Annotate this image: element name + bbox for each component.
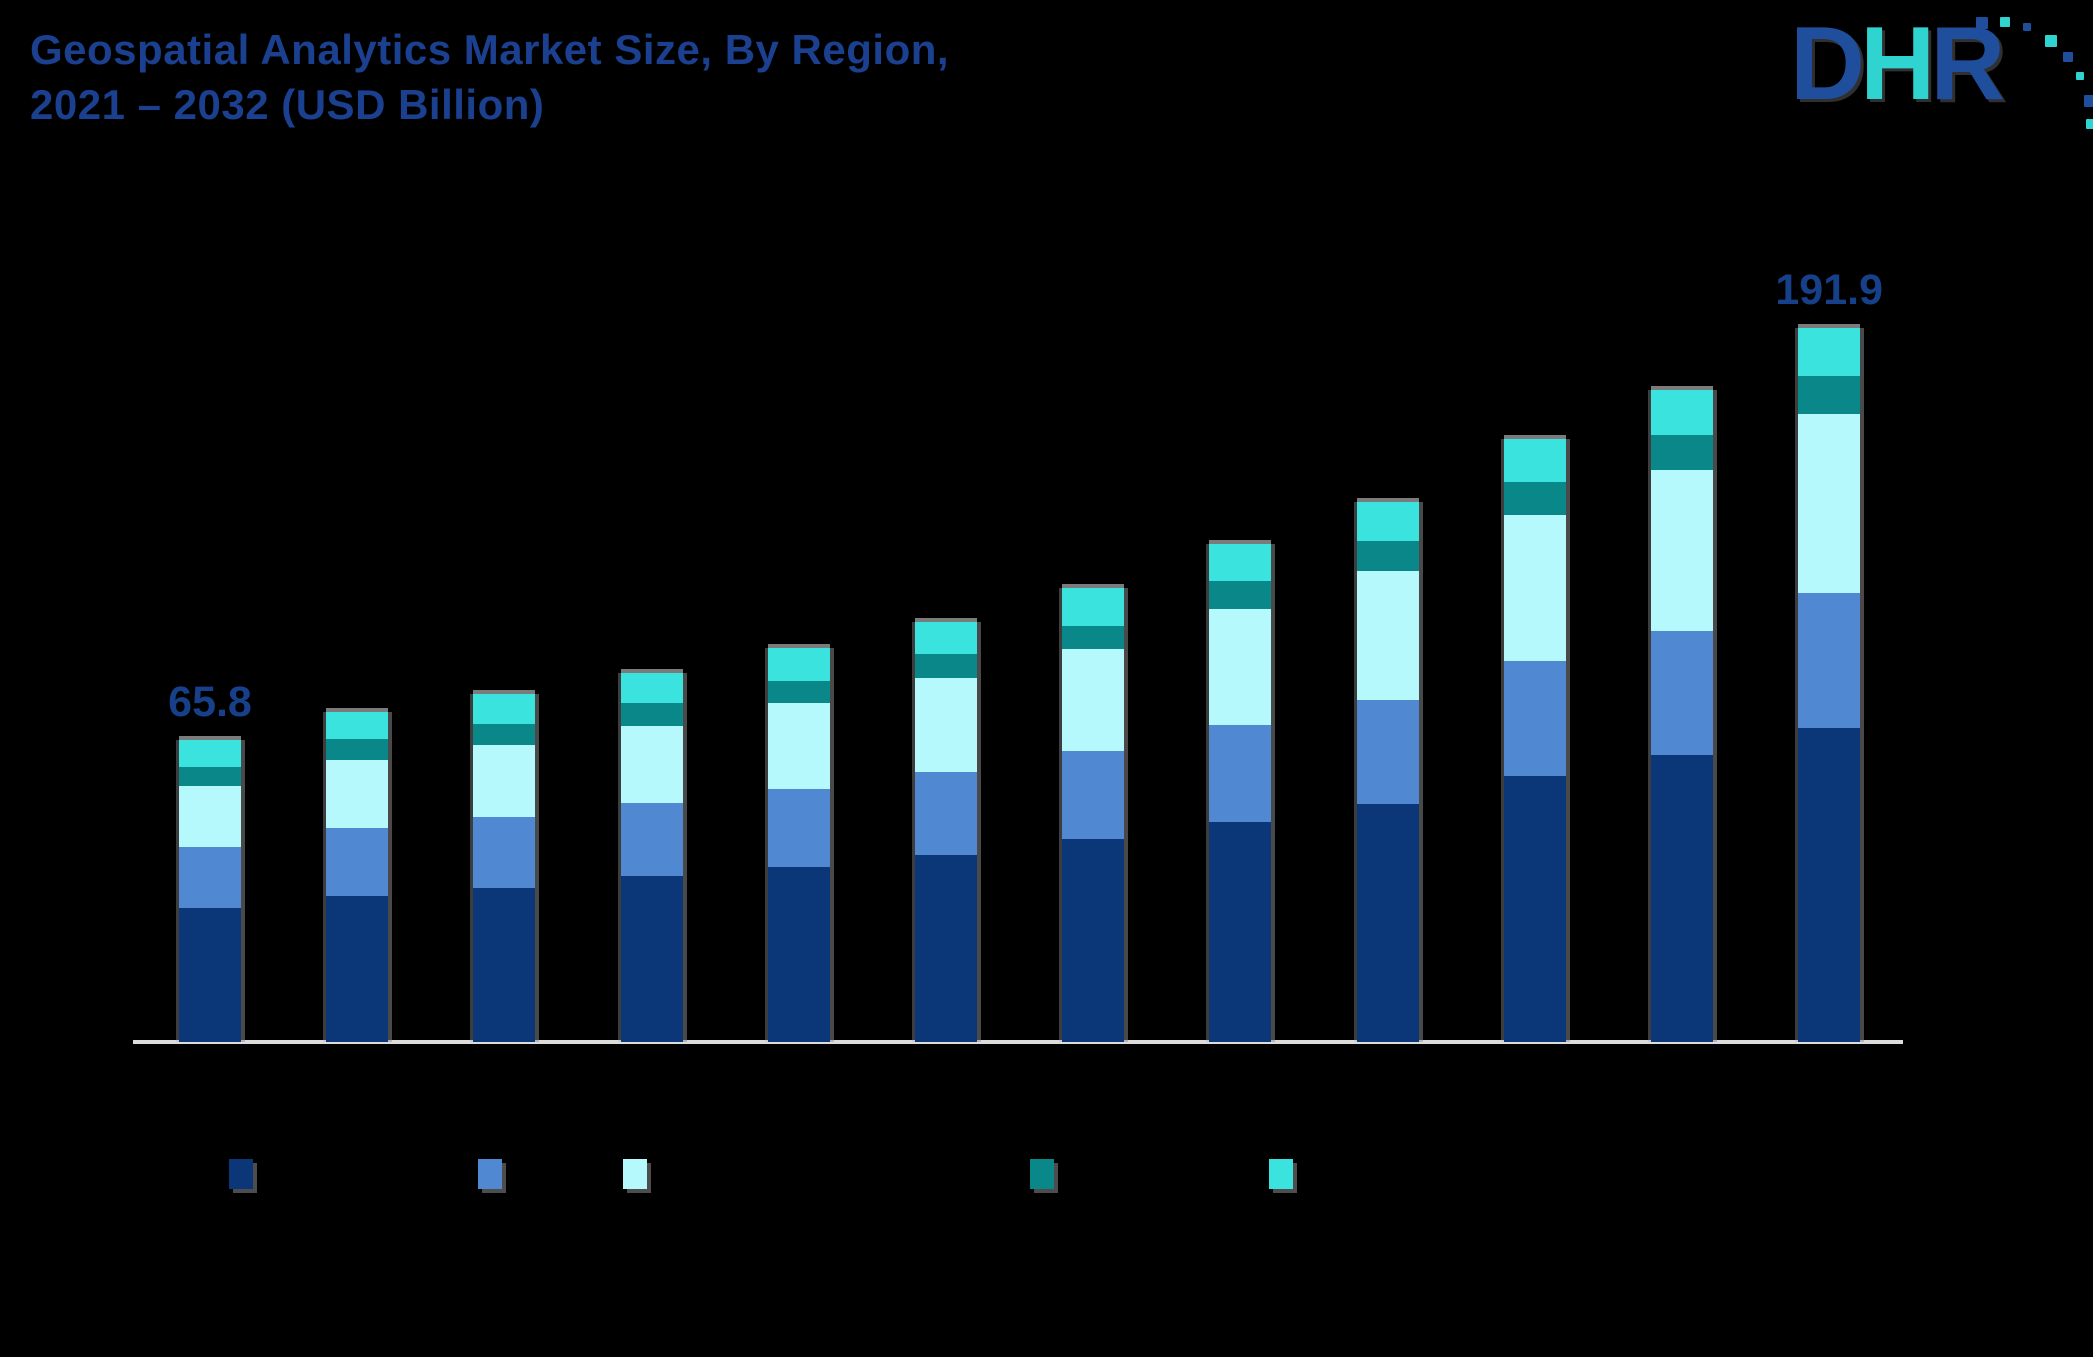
legend-swatch-segment-5-turquoise [1269, 1159, 1293, 1189]
legend-swatch-segment-4-dark-teal [1030, 1159, 1054, 1189]
sparkle-dot-icon [2075, 72, 2084, 81]
bar-2028-segment-1-navy [1209, 821, 1272, 1042]
bar-2032-segment-4-dark-teal [1798, 376, 1861, 414]
bar-2029 [1356, 502, 1419, 1043]
sparkle-dot-icon [2044, 35, 2057, 48]
bar-2031-segment-1-navy [1651, 755, 1713, 1042]
bar-2028-segment-3-light-cyan [1209, 608, 1272, 725]
chart-title-line2: 2021 – 2032 (USD Billion) [30, 81, 545, 129]
bar-2030-segment-3-light-cyan [1503, 515, 1566, 661]
bar-2027-segment-2-blue [1062, 750, 1125, 840]
bar-2028-segment-2-blue [1209, 724, 1272, 822]
bar-2032-segment-3-light-cyan [1798, 413, 1861, 593]
bar-2030 [1503, 439, 1566, 1042]
sparkle-dot-icon [2083, 95, 2093, 108]
bar-2031 [1651, 390, 1713, 1042]
legend-swatch-segment-1-navy [229, 1159, 253, 1189]
legend-swatch-segment-3-light-cyan [623, 1159, 647, 1189]
bar-2026-segment-5-turquoise [915, 622, 977, 655]
bar-2024-segment-4-dark-teal [620, 702, 683, 727]
bar-2027-segment-4-dark-teal [1062, 626, 1125, 650]
bar-2021-segment-5-turquoise [179, 740, 241, 768]
bar-2032-segment-2-blue [1798, 592, 1861, 728]
bar-2030-segment-4-dark-teal [1503, 482, 1566, 515]
bar-2022-segment-1-navy [326, 895, 389, 1042]
bar-2023-segment-5-turquoise [473, 694, 536, 725]
logo-letter-D: D [1790, 6, 1865, 122]
sparkle-dot-icon [2085, 119, 2093, 130]
bar-2029-segment-5-turquoise [1356, 502, 1419, 541]
bar-2023-segment-1-navy [473, 887, 536, 1042]
bar-2032 [1798, 328, 1861, 1043]
logo-letter-H: H [1860, 6, 1935, 122]
bar-2025 [767, 648, 830, 1042]
chart-title-line1: Geospatial Analytics Market Size, By Reg… [30, 26, 950, 73]
bar-2029-segment-2-blue [1356, 699, 1419, 804]
bar-2027 [1062, 588, 1125, 1042]
bar-2023-segment-2-blue [473, 816, 536, 888]
sparkle-dot-icon [2023, 23, 2032, 32]
bar-2022-segment-4-dark-teal [326, 739, 389, 760]
bar-2026-segment-4-dark-teal [915, 654, 977, 679]
value-label-2021: 65.8 [168, 678, 252, 727]
bar-2026-segment-1-navy [915, 854, 977, 1042]
bar-2023-segment-3-light-cyan [473, 744, 536, 817]
bar-2030-segment-5-turquoise [1503, 439, 1566, 483]
bar-2021-segment-3-light-cyan [179, 785, 241, 847]
x-axis-line [133, 1040, 1903, 1044]
bar-2031-segment-3-light-cyan [1651, 469, 1713, 631]
bar-2027-segment-1-navy [1062, 839, 1125, 1042]
dhr-logo: DHR [1790, 12, 2093, 152]
bar-2031-segment-4-dark-teal [1651, 434, 1713, 470]
bar-2025-segment-1-navy [767, 867, 830, 1042]
bar-2032-segment-1-navy [1798, 727, 1861, 1043]
bar-2030-segment-2-blue [1503, 660, 1566, 776]
bar-2027-segment-5-turquoise [1062, 588, 1125, 626]
bar-2025-segment-5-turquoise [767, 648, 830, 682]
sparkle-dot-icon [2062, 51, 2073, 62]
bar-2024-segment-5-turquoise [620, 673, 683, 703]
bar-2027-segment-3-light-cyan [1062, 649, 1125, 751]
bar-2032-segment-5-turquoise [1798, 328, 1861, 376]
bar-2024-segment-1-navy [620, 876, 683, 1043]
bar-2021-segment-1-navy [179, 907, 241, 1042]
bar-2030-segment-1-navy [1503, 775, 1566, 1042]
value-label-2032: 191.9 [1775, 266, 1883, 315]
bar-2028 [1209, 544, 1272, 1042]
bar-2025-segment-2-blue [767, 788, 830, 868]
bar-2022-segment-2-blue [326, 827, 389, 896]
bar-2024-segment-3-light-cyan [620, 726, 683, 803]
bar-2028-segment-4-dark-teal [1209, 580, 1272, 609]
bar-2026-segment-3-light-cyan [915, 678, 977, 773]
bar-2031-segment-5-turquoise [1651, 390, 1713, 435]
chart-title: Geospatial Analytics Market Size, By Reg… [30, 22, 949, 133]
logo-letter-R: R [1930, 6, 2005, 122]
sparkle-dot-icon [1975, 16, 1988, 29]
bar-2024 [620, 673, 683, 1043]
bar-2022-segment-5-turquoise [326, 712, 389, 740]
bar-2029-segment-3-light-cyan [1356, 570, 1419, 700]
bar-2025-segment-4-dark-teal [767, 681, 830, 703]
bar-2029-segment-4-dark-teal [1356, 540, 1419, 571]
bar-2029-segment-1-navy [1356, 803, 1419, 1043]
bar-2023-segment-4-dark-teal [473, 724, 536, 745]
dhr-logo-text: DHR [1790, 12, 2090, 116]
bar-2024-segment-2-blue [620, 803, 683, 877]
bar-2022 [326, 712, 389, 1042]
bar-2022-segment-3-light-cyan [326, 759, 389, 828]
bar-2028-segment-5-turquoise [1209, 544, 1272, 581]
bar-2025-segment-3-light-cyan [767, 702, 830, 789]
sparkle-dot-icon [1999, 16, 2010, 27]
legend-swatch-segment-2-blue [478, 1159, 502, 1189]
bar-2026-segment-2-blue [915, 772, 977, 855]
bar-2021-segment-4-dark-teal [179, 767, 241, 786]
bar-2021-segment-2-blue [179, 846, 241, 908]
bar-2023 [473, 694, 536, 1042]
bar-2031-segment-2-blue [1651, 630, 1713, 756]
bar-2026 [915, 622, 977, 1042]
bar-2021 [179, 740, 241, 1042]
